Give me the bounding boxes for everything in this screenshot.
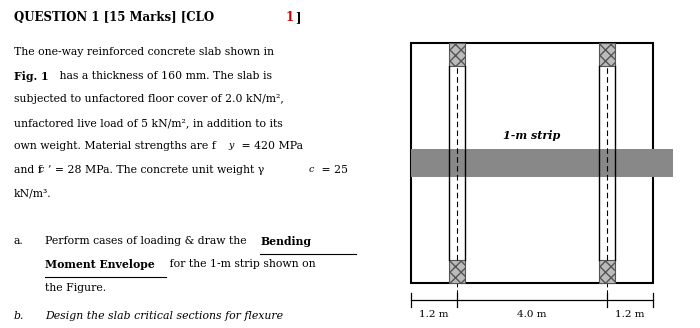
Text: 1.2 m: 1.2 m <box>615 310 645 319</box>
Text: Bending: Bending <box>260 236 311 247</box>
Text: a.: a. <box>14 236 24 246</box>
Text: QUESTION 1 [15 Marks] [CLO: QUESTION 1 [15 Marks] [CLO <box>14 11 214 25</box>
Text: for the 1-m strip shown on: for the 1-m strip shown on <box>166 259 316 269</box>
Text: and f: and f <box>14 165 42 175</box>
Bar <box>412 149 652 177</box>
Text: unfactored live load of 5 kN/m², in addition to its: unfactored live load of 5 kN/m², in addi… <box>14 118 283 128</box>
Text: has a thickness of 160 mm. The slab is: has a thickness of 160 mm. The slab is <box>56 71 272 80</box>
Text: Design the slab critical sections for flexure: Design the slab critical sections for fl… <box>45 311 283 321</box>
Text: 1.2 m: 1.2 m <box>419 310 449 319</box>
Text: 1: 1 <box>285 11 293 25</box>
Text: the Figure.: the Figure. <box>45 283 106 293</box>
Text: own weight. Material strengths are f: own weight. Material strengths are f <box>14 141 216 151</box>
Text: Moment Envelope: Moment Envelope <box>45 259 155 271</box>
Text: 4.0 m: 4.0 m <box>517 310 547 319</box>
Text: c: c <box>38 165 44 174</box>
Text: ’ = 28 MPa. The concrete unit weight γ: ’ = 28 MPa. The concrete unit weight γ <box>48 165 265 175</box>
Text: Perform cases of loading & draw the: Perform cases of loading & draw the <box>45 236 250 246</box>
Text: = 420 MPa: = 420 MPa <box>238 141 303 151</box>
Bar <box>449 260 465 283</box>
Bar <box>449 43 465 66</box>
Text: b.: b. <box>14 311 24 321</box>
Text: subjected to unfactored floor cover of 2.0 kN/m²,: subjected to unfactored floor cover of 2… <box>14 94 284 104</box>
Text: Fig. 1: Fig. 1 <box>14 71 48 82</box>
Bar <box>412 43 652 283</box>
Text: = 25: = 25 <box>318 165 349 175</box>
Text: kN/m³.: kN/m³. <box>14 189 52 198</box>
Bar <box>599 260 615 283</box>
Text: c: c <box>309 165 314 174</box>
Text: The one-way reinforced concrete slab shown in: The one-way reinforced concrete slab sho… <box>14 47 274 57</box>
Text: ]: ] <box>295 11 301 25</box>
Text: 1-m strip: 1-m strip <box>503 130 561 141</box>
Bar <box>652 149 673 177</box>
Bar <box>599 43 615 66</box>
Text: y: y <box>228 141 233 150</box>
